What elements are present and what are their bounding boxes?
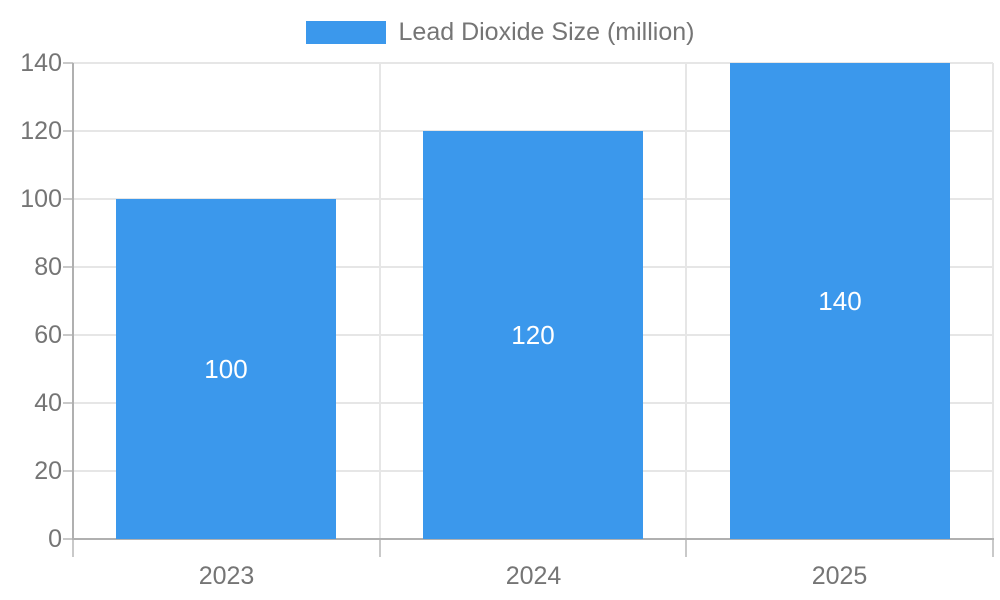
bar[interactable]: [423, 131, 643, 539]
x-gridline: [685, 63, 687, 539]
y-axis-line: [72, 63, 74, 539]
y-tick-mark: [63, 198, 73, 200]
y-axis-tick-label: 0: [48, 525, 62, 553]
x-axis-tick-label: 2024: [505, 562, 562, 590]
y-tick-mark: [63, 538, 73, 540]
y-axis-tick-label: 20: [34, 457, 62, 485]
x-tick-mark: [72, 539, 74, 557]
y-tick-mark: [63, 266, 73, 268]
bar[interactable]: [730, 63, 950, 539]
bar[interactable]: [116, 199, 336, 539]
y-axis-tick-label: 100: [20, 185, 62, 213]
y-axis-tick-label: 140: [20, 49, 62, 77]
y-axis-tick-label: 40: [34, 389, 62, 417]
y-tick-mark: [63, 130, 73, 132]
y-tick-mark: [63, 334, 73, 336]
legend: Lead Dioxide Size (million): [0, 18, 1000, 46]
x-axis-line: [72, 538, 994, 540]
y-tick-mark: [63, 470, 73, 472]
x-axis-tick-label: 2023: [198, 562, 255, 590]
legend-label: Lead Dioxide Size (million): [398, 18, 695, 46]
legend-item[interactable]: Lead Dioxide Size (million): [305, 18, 695, 46]
x-tick-mark: [992, 539, 994, 557]
x-tick-mark: [379, 539, 381, 557]
y-tick-mark: [63, 62, 73, 64]
x-axis-tick-label: 2025: [811, 562, 868, 590]
y-axis-tick-label: 60: [34, 321, 62, 349]
y-tick-mark: [63, 402, 73, 404]
x-tick-mark: [685, 539, 687, 557]
y-gridline: [73, 62, 993, 64]
y-axis-tick-label: 120: [20, 117, 62, 145]
y-axis-tick-label: 80: [34, 253, 62, 281]
x-gridline: [379, 63, 381, 539]
x-gridline: [992, 63, 994, 539]
legend-swatch-icon: [305, 20, 386, 44]
